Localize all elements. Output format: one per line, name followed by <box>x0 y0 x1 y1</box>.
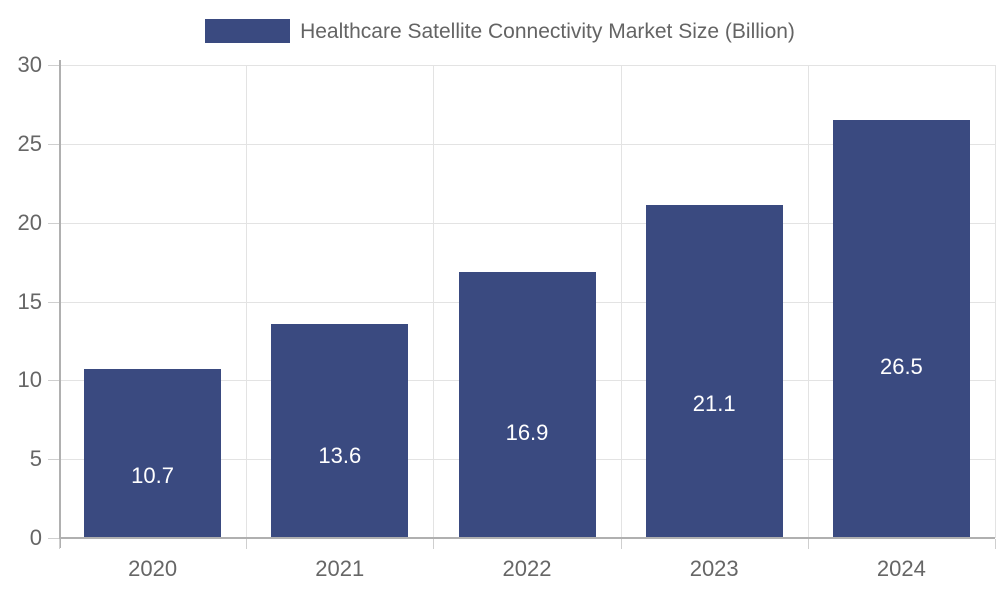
y-tick-mark <box>48 301 59 303</box>
x-tick-mark <box>433 539 434 549</box>
y-tick-label-30: 30 <box>17 52 42 77</box>
bar-2020[interactable] <box>84 369 222 538</box>
y-tick-mark <box>48 222 59 224</box>
x-tick-label-2020: 2020 <box>128 556 178 581</box>
x-tick-mark <box>808 539 809 549</box>
y-tick-mark <box>48 459 59 461</box>
x-tick-label-2023: 2023 <box>689 556 739 581</box>
y-tick-label-5: 5 <box>29 446 42 472</box>
x-tick-mark <box>995 539 996 549</box>
legend-swatch-series-1 <box>205 19 291 43</box>
bar-2021[interactable] <box>271 323 409 538</box>
gridline-vertical <box>995 65 996 538</box>
y-tick-label-15: 15 <box>17 288 42 314</box>
bar-2024[interactable] <box>832 120 970 538</box>
bar-value-label-2021: 13.6 <box>318 442 362 468</box>
bar-value-label-2023: 21.1 <box>692 391 736 417</box>
y-tick-mark <box>48 380 59 382</box>
bar-value-label-2022: 16.9 <box>505 420 549 446</box>
plot-area: 10.7 13.6 16.9 21.1 26.5 <box>59 65 996 539</box>
y-tick-label-10: 10 <box>17 367 42 393</box>
x-tick-label-2024: 2024 <box>876 556 926 581</box>
x-tick-label-2021: 2021 <box>315 556 365 581</box>
gridline-vertical <box>621 65 622 538</box>
x-tick-mark <box>59 539 60 549</box>
y-tick-label-20: 20 <box>17 209 42 235</box>
gridline-horizontal <box>59 222 995 224</box>
gridline-vertical <box>808 65 809 538</box>
legend-label-series-1: Healthcare Satellite Connectivity Market… <box>300 19 795 43</box>
gridline-vertical <box>246 65 247 538</box>
y-tick-label-0: 0 <box>29 525 42 550</box>
y-axis-line <box>59 60 61 548</box>
bar-2023[interactable] <box>645 205 783 538</box>
y-tick-mark <box>48 65 59 66</box>
x-axis-line <box>59 537 995 539</box>
x-tick-mark <box>246 539 247 549</box>
gridline-horizontal <box>59 143 995 145</box>
y-tick-label-25: 25 <box>17 130 42 156</box>
bar-2022[interactable] <box>458 271 596 538</box>
gridline-vertical <box>433 65 434 538</box>
y-tick-mark <box>48 538 59 539</box>
gridline-horizontal <box>59 65 995 66</box>
y-tick-mark <box>48 143 59 145</box>
bar-value-label-2020: 10.7 <box>131 462 174 488</box>
x-tick-mark <box>621 539 622 549</box>
chart-legend: Healthcare Satellite Connectivity Market… <box>0 14 1000 48</box>
x-tick-label-2022: 2022 <box>502 556 552 581</box>
bar-value-label-2024: 26.5 <box>879 354 923 380</box>
